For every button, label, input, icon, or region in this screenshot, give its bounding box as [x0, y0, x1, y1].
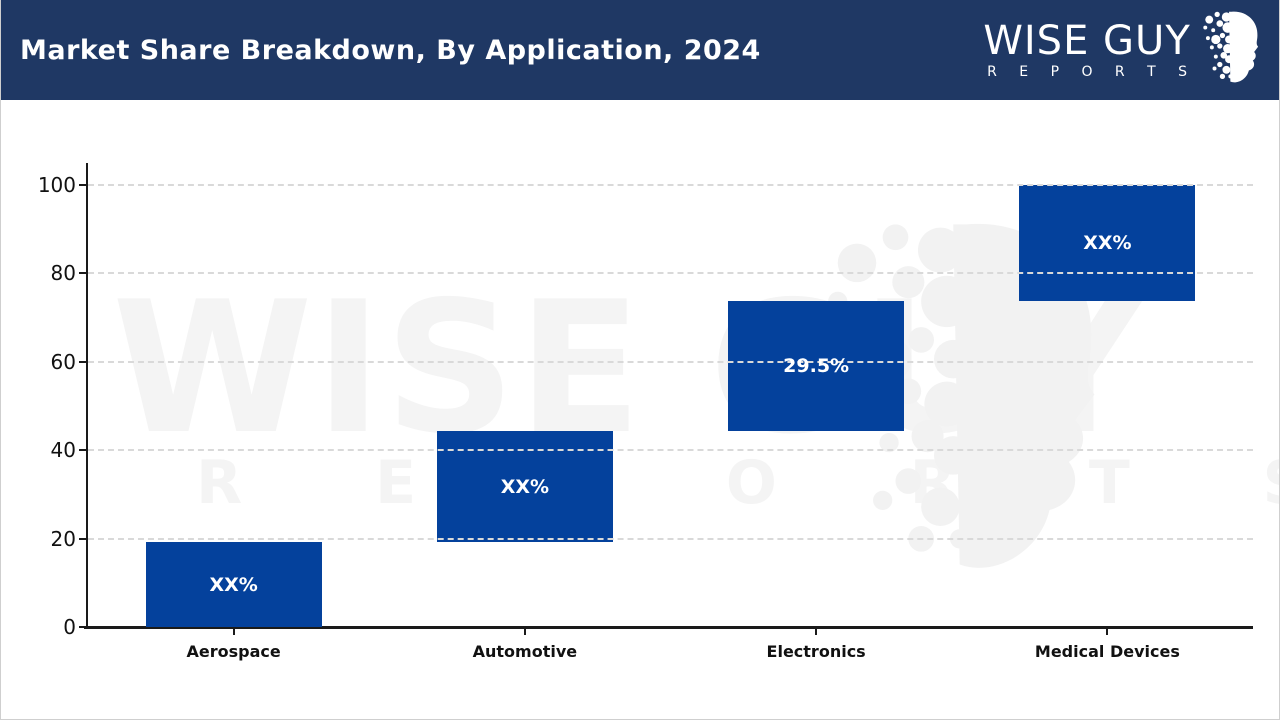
y-tick-label: 60 — [50, 349, 76, 374]
y-tick-mark — [79, 360, 86, 363]
y-tick-mark — [79, 449, 86, 452]
x-axis-line — [84, 626, 1253, 629]
gridline — [88, 360, 1253, 363]
logo-wordmark: WISE GUY — [983, 17, 1191, 64]
x-tick-mark — [815, 628, 818, 635]
y-tick-mark — [79, 184, 86, 186]
bar-aerospace — [145, 542, 322, 627]
bar-value-label: XX% — [209, 573, 258, 596]
y-tick-mark — [79, 272, 86, 275]
logo-head-icon — [1203, 11, 1259, 83]
x-category-label: Aerospace — [186, 642, 281, 661]
y-tick-label: 40 — [50, 438, 76, 463]
gridline — [88, 272, 1253, 275]
x-tick-mark — [232, 628, 235, 635]
bar-electronics — [728, 300, 905, 432]
gridline — [88, 184, 1253, 186]
x-tick-mark — [523, 628, 526, 635]
y-tick-label: 20 — [50, 526, 76, 551]
x-category-label: Automotive — [472, 642, 578, 661]
x-category-label: Medical Devices — [1034, 642, 1180, 661]
plot-area: XX% Aerospace XX% Automotive 29.5% Electronic… — [38, 160, 1253, 661]
gridline — [88, 537, 1253, 540]
x-category-label: Electronics — [766, 642, 866, 661]
y-axis-line — [86, 163, 88, 627]
y-tick-mark — [79, 537, 86, 540]
watermark-subtitle: R E P O R T S — [196, 448, 1280, 518]
x-tick-mark — [1106, 628, 1109, 635]
logo-subtitle: R E P O R T S — [987, 63, 1196, 80]
y-tick-label: 100 — [37, 173, 76, 197]
y-tick-label: 80 — [50, 261, 76, 286]
logo-text: WISE GUY R E P O R T S — [978, 21, 1196, 80]
bar-value-label: 29.5% — [783, 354, 850, 377]
bar-value-label: XX% — [500, 475, 550, 498]
bar-medical-devices — [1019, 185, 1196, 301]
y-tick-mark — [79, 626, 86, 628]
bar-value-label: XX% — [1083, 231, 1132, 254]
header-bar: Market Share Breakdown, By Application, … — [0, 0, 1280, 100]
gridline — [88, 449, 1253, 452]
wise-guy-reports-logo: WISE GUY R E P O R T S — [978, 4, 1266, 96]
page-title: Market Share Breakdown, By Application, … — [20, 34, 761, 66]
y-tick-label: 0 — [63, 615, 76, 639]
